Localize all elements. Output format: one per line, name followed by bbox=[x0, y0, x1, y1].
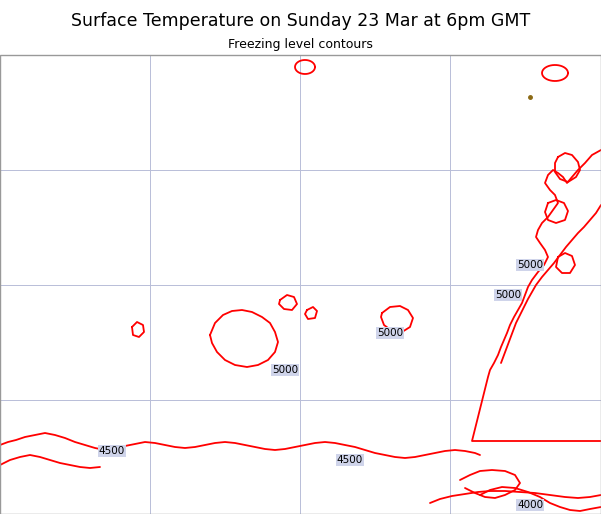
Text: 5000: 5000 bbox=[377, 328, 403, 338]
Text: 4500: 4500 bbox=[337, 455, 363, 465]
Text: 4000: 4000 bbox=[517, 500, 543, 510]
Text: Surface Temperature on Sunday 23 Mar at 6pm GMT: Surface Temperature on Sunday 23 Mar at … bbox=[71, 12, 530, 30]
Text: 5000: 5000 bbox=[272, 365, 298, 375]
Text: 4500: 4500 bbox=[99, 446, 125, 456]
Text: 5000: 5000 bbox=[495, 290, 521, 300]
Text: Freezing level contours: Freezing level contours bbox=[228, 39, 373, 51]
Text: 5000: 5000 bbox=[517, 260, 543, 270]
